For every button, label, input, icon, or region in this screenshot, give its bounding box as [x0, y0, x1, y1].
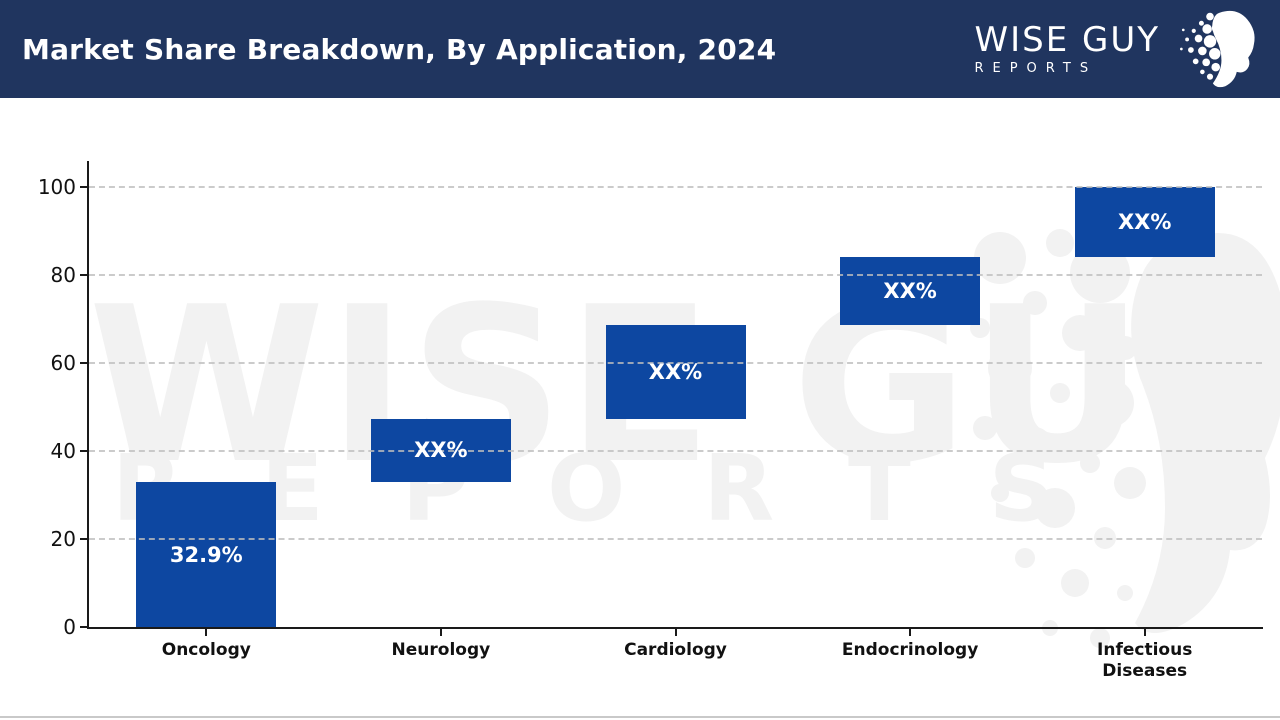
- x-tick-mark: [909, 627, 912, 636]
- x-tick-label: Endocrinology: [841, 640, 979, 660]
- y-tick-label: 60: [50, 350, 76, 375]
- x-tick-label: Neurology: [391, 640, 491, 660]
- waterfall-bar: [136, 482, 277, 627]
- x-tick-label: Infectious Diseases: [1097, 640, 1193, 682]
- x-tick-mark: [205, 627, 208, 636]
- y-tick-label: 0: [63, 615, 76, 639]
- y-axis-line: [87, 161, 89, 629]
- x-tick-mark: [439, 627, 442, 636]
- waterfall-bar: [605, 324, 746, 419]
- y-tick-label: 100: [37, 174, 76, 199]
- header: Market Share Breakdown, By Application, …: [0, 0, 1280, 98]
- chart-title: Market Share Breakdown, By Application, …: [22, 32, 777, 66]
- bar-value-label: XX%: [883, 278, 937, 303]
- y-tick-mark: [80, 273, 88, 276]
- x-tick-label: Oncology: [161, 640, 251, 660]
- bar-value-label: XX%: [414, 438, 468, 463]
- y-gridline: [89, 273, 1262, 276]
- y-gridline: [89, 185, 1262, 188]
- bar-value-label: 32.9%: [169, 542, 243, 567]
- y-tick-mark: [80, 361, 88, 364]
- x-tick-mark: [1143, 627, 1146, 636]
- y-gridline: [89, 449, 1262, 452]
- y-tick-mark: [80, 185, 88, 188]
- waterfall-bar: [840, 257, 981, 325]
- chart-area: WISE GUY REPORTS 0 20: [0, 98, 1280, 720]
- plot: 0 20 40 60 80 100 32.9% Oncology XX% Neurology XX%…: [0, 98, 1280, 720]
- y-tick-mark: [80, 449, 88, 452]
- y-tick-label: 80: [50, 262, 76, 287]
- y-tick-label: 40: [50, 438, 76, 463]
- bar-value-label: XX%: [1117, 209, 1172, 234]
- logo-line1: WISE GUY: [974, 20, 1160, 60]
- x-tick-label: Cardiology: [624, 640, 727, 660]
- y-tick-mark: [80, 626, 88, 628]
- y-tick-mark: [80, 537, 88, 540]
- wiseguy-logo: WISE GUY REPORTS: [974, 7, 1258, 91]
- bar-value-label: XX%: [648, 359, 703, 384]
- y-gridline: [89, 537, 1262, 540]
- y-gridline: [89, 361, 1262, 364]
- logo-head-icon: [1180, 10, 1255, 88]
- logo-wordmark: WISE GUY REPORTS: [974, 23, 1160, 75]
- logo-line2: REPORTS: [974, 61, 1098, 76]
- x-tick-mark: [674, 627, 677, 636]
- y-tick-label: 20: [50, 526, 76, 551]
